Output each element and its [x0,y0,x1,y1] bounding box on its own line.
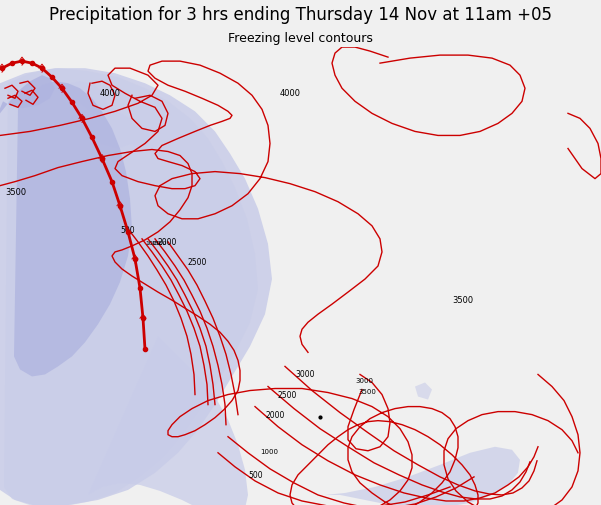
Text: 500: 500 [120,225,135,234]
Text: 3500: 3500 [5,187,26,196]
Text: 3000: 3000 [355,378,373,384]
Text: 2500: 2500 [278,390,297,399]
Text: 3500: 3500 [452,295,473,305]
Polygon shape [128,126,150,149]
Text: 1500: 1500 [151,240,166,245]
Text: 500: 500 [248,470,263,479]
Polygon shape [415,383,432,400]
Polygon shape [62,82,108,116]
Polygon shape [4,69,258,505]
Text: Freezing level contours: Freezing level contours [228,32,373,45]
Polygon shape [70,109,138,149]
Text: 2000: 2000 [265,410,284,419]
Text: 1000: 1000 [145,240,160,245]
Polygon shape [0,69,272,505]
Text: 3500: 3500 [358,388,376,394]
Polygon shape [0,76,55,114]
Text: 2500: 2500 [188,258,207,267]
Polygon shape [325,447,520,505]
Text: 1000: 1000 [260,448,278,454]
Polygon shape [14,82,132,377]
Polygon shape [88,337,248,505]
Text: 3000: 3000 [295,370,314,379]
Text: Precipitation for 3 hrs ending Thursday 14 Nov at 11am +05: Precipitation for 3 hrs ending Thursday … [49,7,552,24]
Text: 4000: 4000 [100,89,120,98]
Text: 2000: 2000 [157,237,176,246]
Text: 4000: 4000 [279,89,300,98]
